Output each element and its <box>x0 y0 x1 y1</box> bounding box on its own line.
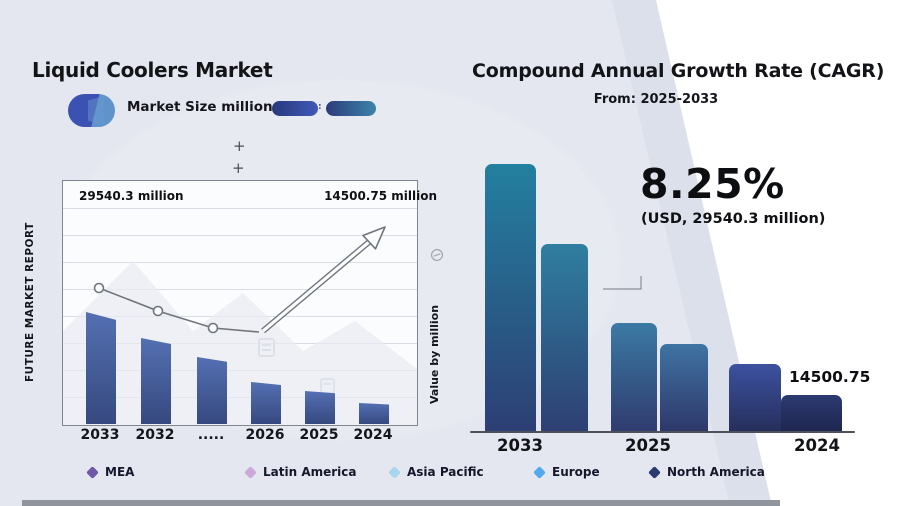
gridline <box>63 289 417 290</box>
trend-marker-icon <box>207 322 219 334</box>
x-axis-label: 2024 <box>353 427 393 443</box>
legend-diamond-icon <box>244 465 257 479</box>
x-axis-label: 2025 <box>625 436 671 455</box>
gridline <box>63 208 417 209</box>
legend-diamond-icon <box>86 465 99 479</box>
x-axis-label: 2033 <box>80 427 120 443</box>
trend-marker-icon <box>152 305 164 317</box>
x-axis-label: 2033 <box>497 436 543 455</box>
right-annotation-2024-value: 14500.75 million <box>324 189 437 203</box>
trend-line-and-arrow <box>93 226 386 334</box>
plus-mark-icon: + <box>232 159 245 177</box>
legend-label: Latin America <box>263 465 357 479</box>
right-chart-y-axis-label: Value by million <box>428 304 441 404</box>
gradient-pill-icon-left <box>272 101 318 116</box>
x-axis-label: 2025 <box>299 427 339 443</box>
x-axis-label: 2024 <box>794 436 840 455</box>
market-size-bar-chart: 29540.3 million 14500.75 million <box>62 180 437 426</box>
left-chart-y-axis-label: FUTURE MARKET REPORT <box>24 222 36 382</box>
legend-item-asia-pacific: Asia Pacific <box>388 465 484 479</box>
market-size-bar-2024 <box>359 403 389 424</box>
step-bracket-line <box>603 276 642 290</box>
legend-diamond-icon <box>648 465 661 479</box>
market-size-bar-2026 <box>251 382 281 424</box>
gradient-pill-icon-right <box>326 101 376 116</box>
legend-label: MEA <box>105 465 135 479</box>
cagr-bar <box>729 364 781 431</box>
trend-arrow-head-icon <box>362 226 386 250</box>
cagr-bar <box>485 164 536 431</box>
legend-item-mea: MEA <box>86 465 135 479</box>
legend-label: Asia Pacific <box>407 465 484 479</box>
gridline <box>63 262 417 263</box>
legend-item-latin-america: Latin America <box>244 465 357 479</box>
cagr-bar <box>660 344 708 431</box>
market-size-label: Market Size million <box>127 99 273 115</box>
plus-mark-icon: + <box>233 137 246 155</box>
market-size-bar-2033 <box>86 312 116 424</box>
market-size-bar-..... <box>197 357 227 424</box>
legend-item-europe: Europe <box>533 465 600 479</box>
legend-label: North America <box>667 465 765 479</box>
left-chart-x-axis-labels: 2033 2032..... 2026 2025 2024 <box>62 427 416 447</box>
cagr-percentage-value: 8.25% <box>640 160 785 208</box>
legend-label: Europe <box>552 465 600 479</box>
cagr-bar <box>611 323 657 431</box>
bottom-edge-strip <box>22 500 780 506</box>
cagr-period-subtitle: From: 2025-2033 <box>593 92 719 107</box>
right-chart-x-axis <box>470 431 855 433</box>
x-axis-label: 2026 <box>245 427 285 443</box>
liquid-cooler-capsule-icon <box>68 94 115 127</box>
cagr-title: Compound Annual Growth Rate (CAGR) <box>472 60 885 82</box>
market-size-bar-2032 <box>141 338 171 424</box>
market-size-bar-2025 <box>305 391 335 424</box>
legend-diamond-icon <box>533 465 546 479</box>
pill-ratio-separator: : <box>318 102 322 112</box>
x-axis-label: ..... <box>197 427 225 443</box>
minus-circle-icon <box>430 248 444 262</box>
trend-marker-icon <box>93 282 105 294</box>
cagr-bar <box>781 395 842 431</box>
page-title: Liquid Coolers Market <box>32 58 273 82</box>
legend-item-north-america: North America <box>648 465 765 479</box>
cagr-usd-note: (USD, 29540.3 million) <box>641 211 826 227</box>
left-annotation-2033-value: 29540.3 million <box>79 189 184 203</box>
capsule-facet-highlight <box>88 96 104 125</box>
legend-diamond-icon <box>388 465 401 479</box>
right-chart-value-label: 14500.75 <box>789 368 871 386</box>
cagr-bar <box>541 244 588 431</box>
gridline <box>63 235 417 236</box>
x-axis-label: 2032 <box>135 427 175 443</box>
